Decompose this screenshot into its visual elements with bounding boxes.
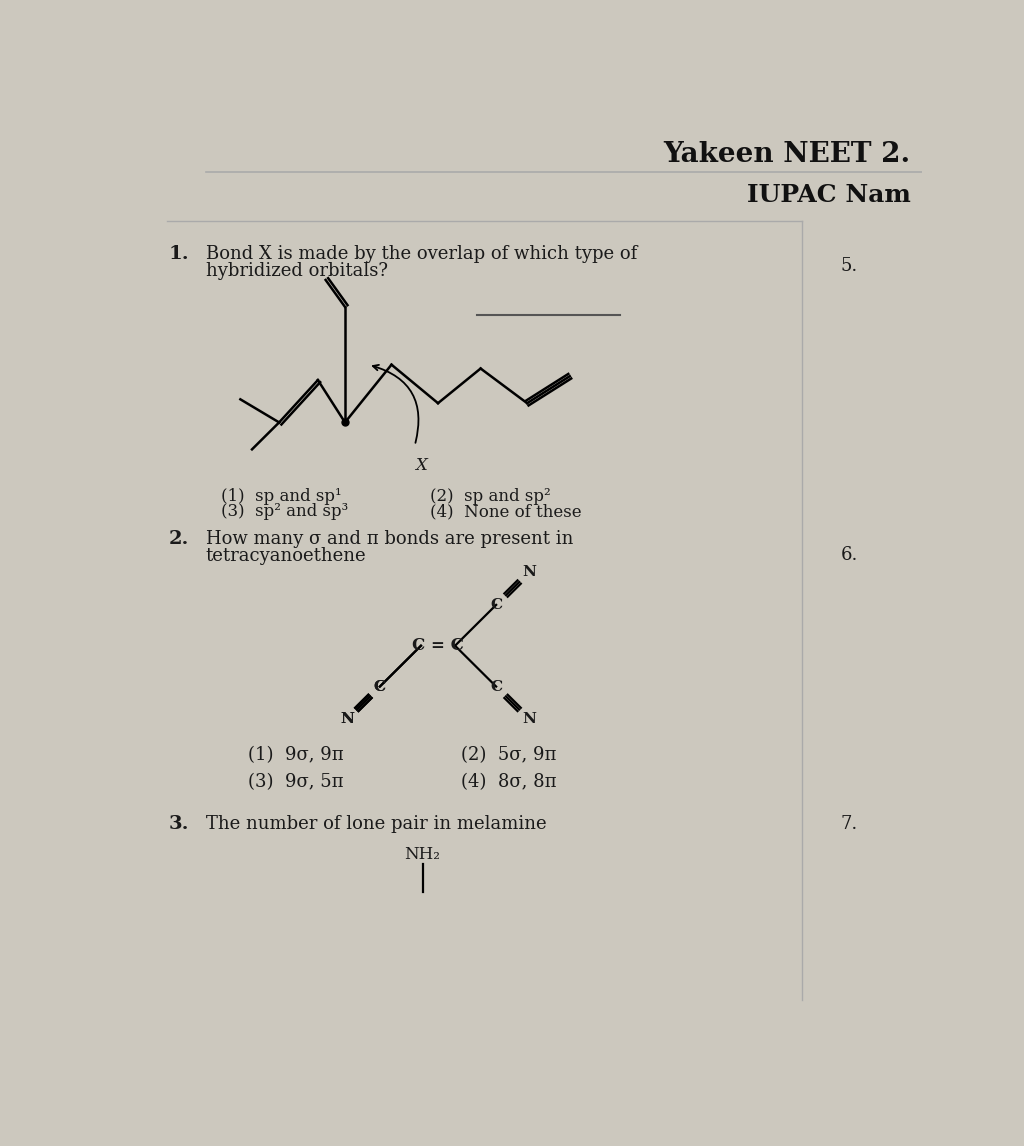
Text: (1)  sp and sp¹: (1) sp and sp¹	[221, 488, 342, 505]
Text: (4)  None of these: (4) None of these	[430, 503, 582, 520]
Text: N: N	[340, 712, 354, 727]
Text: IUPAC Nam: IUPAC Nam	[746, 183, 910, 207]
Text: (2)  5σ, 9π: (2) 5σ, 9π	[461, 746, 557, 764]
Text: (4)  8σ, 8π: (4) 8σ, 8π	[461, 772, 557, 791]
Text: C: C	[374, 680, 386, 693]
Text: (2)  sp and sp²: (2) sp and sp²	[430, 488, 551, 505]
Text: 7.: 7.	[841, 815, 858, 833]
Text: (3)  9σ, 5π: (3) 9σ, 5π	[248, 772, 344, 791]
Text: 1.: 1.	[168, 245, 188, 264]
Text: (3)  sp² and sp³: (3) sp² and sp³	[221, 503, 348, 520]
Text: 6.: 6.	[841, 545, 858, 564]
Text: C: C	[490, 598, 502, 612]
Text: NH₂: NH₂	[404, 846, 440, 863]
Text: 2.: 2.	[168, 531, 188, 548]
Text: N: N	[522, 565, 536, 579]
Text: N: N	[522, 712, 536, 727]
Text: X: X	[415, 457, 427, 474]
Text: N: N	[340, 712, 354, 727]
Text: hybridized orbitals?: hybridized orbitals?	[206, 262, 387, 281]
Text: 5.: 5.	[841, 257, 858, 275]
Text: C = C: C = C	[412, 637, 464, 654]
Text: Bond X is made by the overlap of which type of: Bond X is made by the overlap of which t…	[206, 245, 637, 264]
Text: C: C	[490, 680, 502, 693]
Text: (1)  9σ, 9π: (1) 9σ, 9π	[248, 746, 344, 764]
Text: The number of lone pair in melamine: The number of lone pair in melamine	[206, 815, 546, 833]
Text: 3.: 3.	[168, 815, 188, 833]
Text: How many σ and π bonds are present in: How many σ and π bonds are present in	[206, 531, 572, 548]
Text: tetracyanoethene: tetracyanoethene	[206, 547, 367, 565]
Text: C: C	[374, 680, 386, 693]
Text: Yakeen NEET 2.: Yakeen NEET 2.	[664, 141, 910, 168]
